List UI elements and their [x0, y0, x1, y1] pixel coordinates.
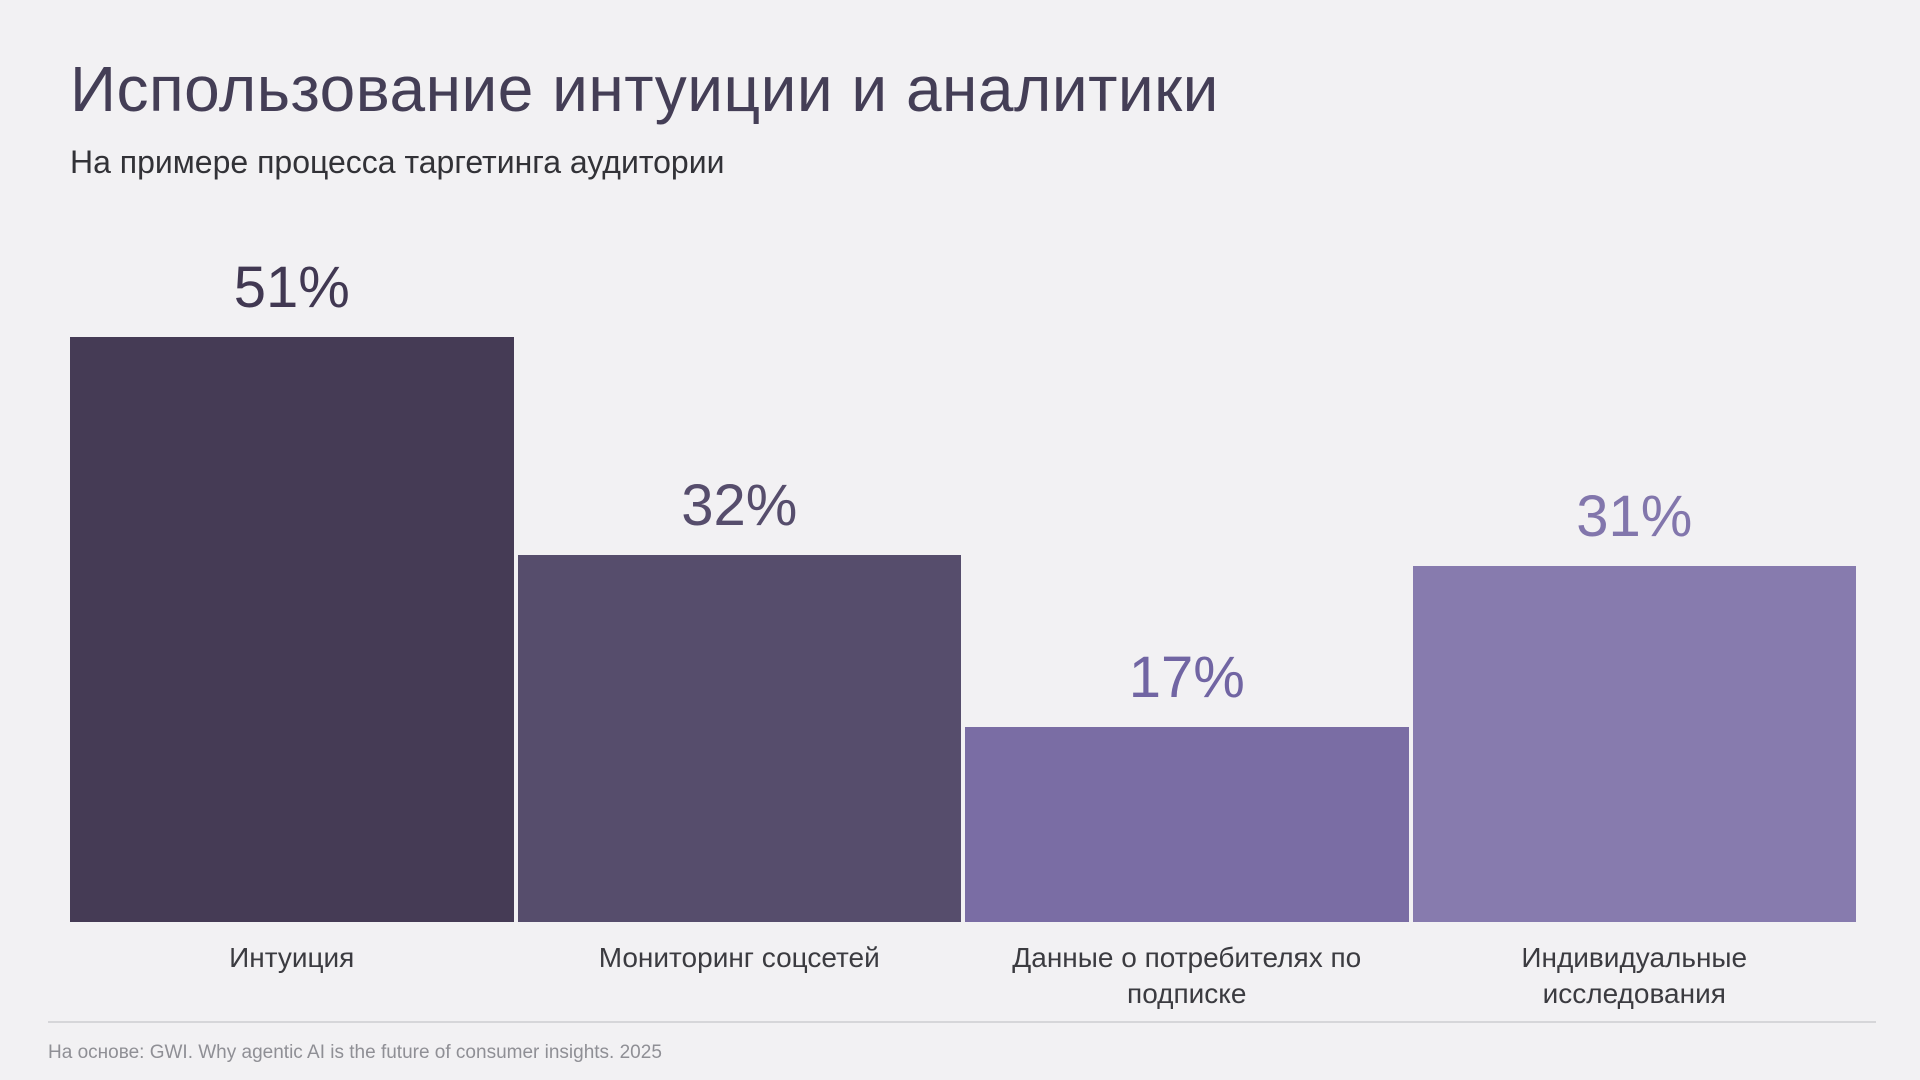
category-label: Интуиция	[229, 942, 355, 973]
bar-value-label: 51%	[233, 255, 350, 320]
bar	[965, 727, 1409, 922]
bar	[517, 555, 961, 922]
bar-value-label: 17%	[1128, 645, 1245, 710]
bar-value-label: 31%	[1576, 484, 1693, 549]
category-label: Мониторинг соцсетей	[598, 942, 880, 973]
page-title: Использование интуиции и аналитики	[70, 53, 1219, 125]
category-label: Данные о потребителях по подписке	[1012, 942, 1362, 1010]
bar-column: 17%	[965, 644, 1409, 922]
bar-value-label: 32%	[681, 473, 798, 538]
bar-column: 51%	[70, 254, 514, 922]
category-label: Индивидуальные исследования	[1521, 942, 1748, 1010]
bar	[1412, 566, 1856, 922]
bar	[70, 337, 514, 922]
bar-column: 32%	[517, 472, 961, 922]
page-subtitle: На примере процесса таргетинга аудитории	[70, 144, 725, 180]
source-note: На основе: GWI. Why agentic AI is the fu…	[48, 1042, 662, 1063]
bar-column: 31%	[1412, 483, 1856, 922]
category-labels-row: Интуиция Мониторинг соцсетей Данные о потр…	[70, 940, 1856, 1013]
footer-divider	[48, 1021, 1876, 1023]
bar-chart: 51% 32% 17% 31%	[70, 254, 1856, 922]
